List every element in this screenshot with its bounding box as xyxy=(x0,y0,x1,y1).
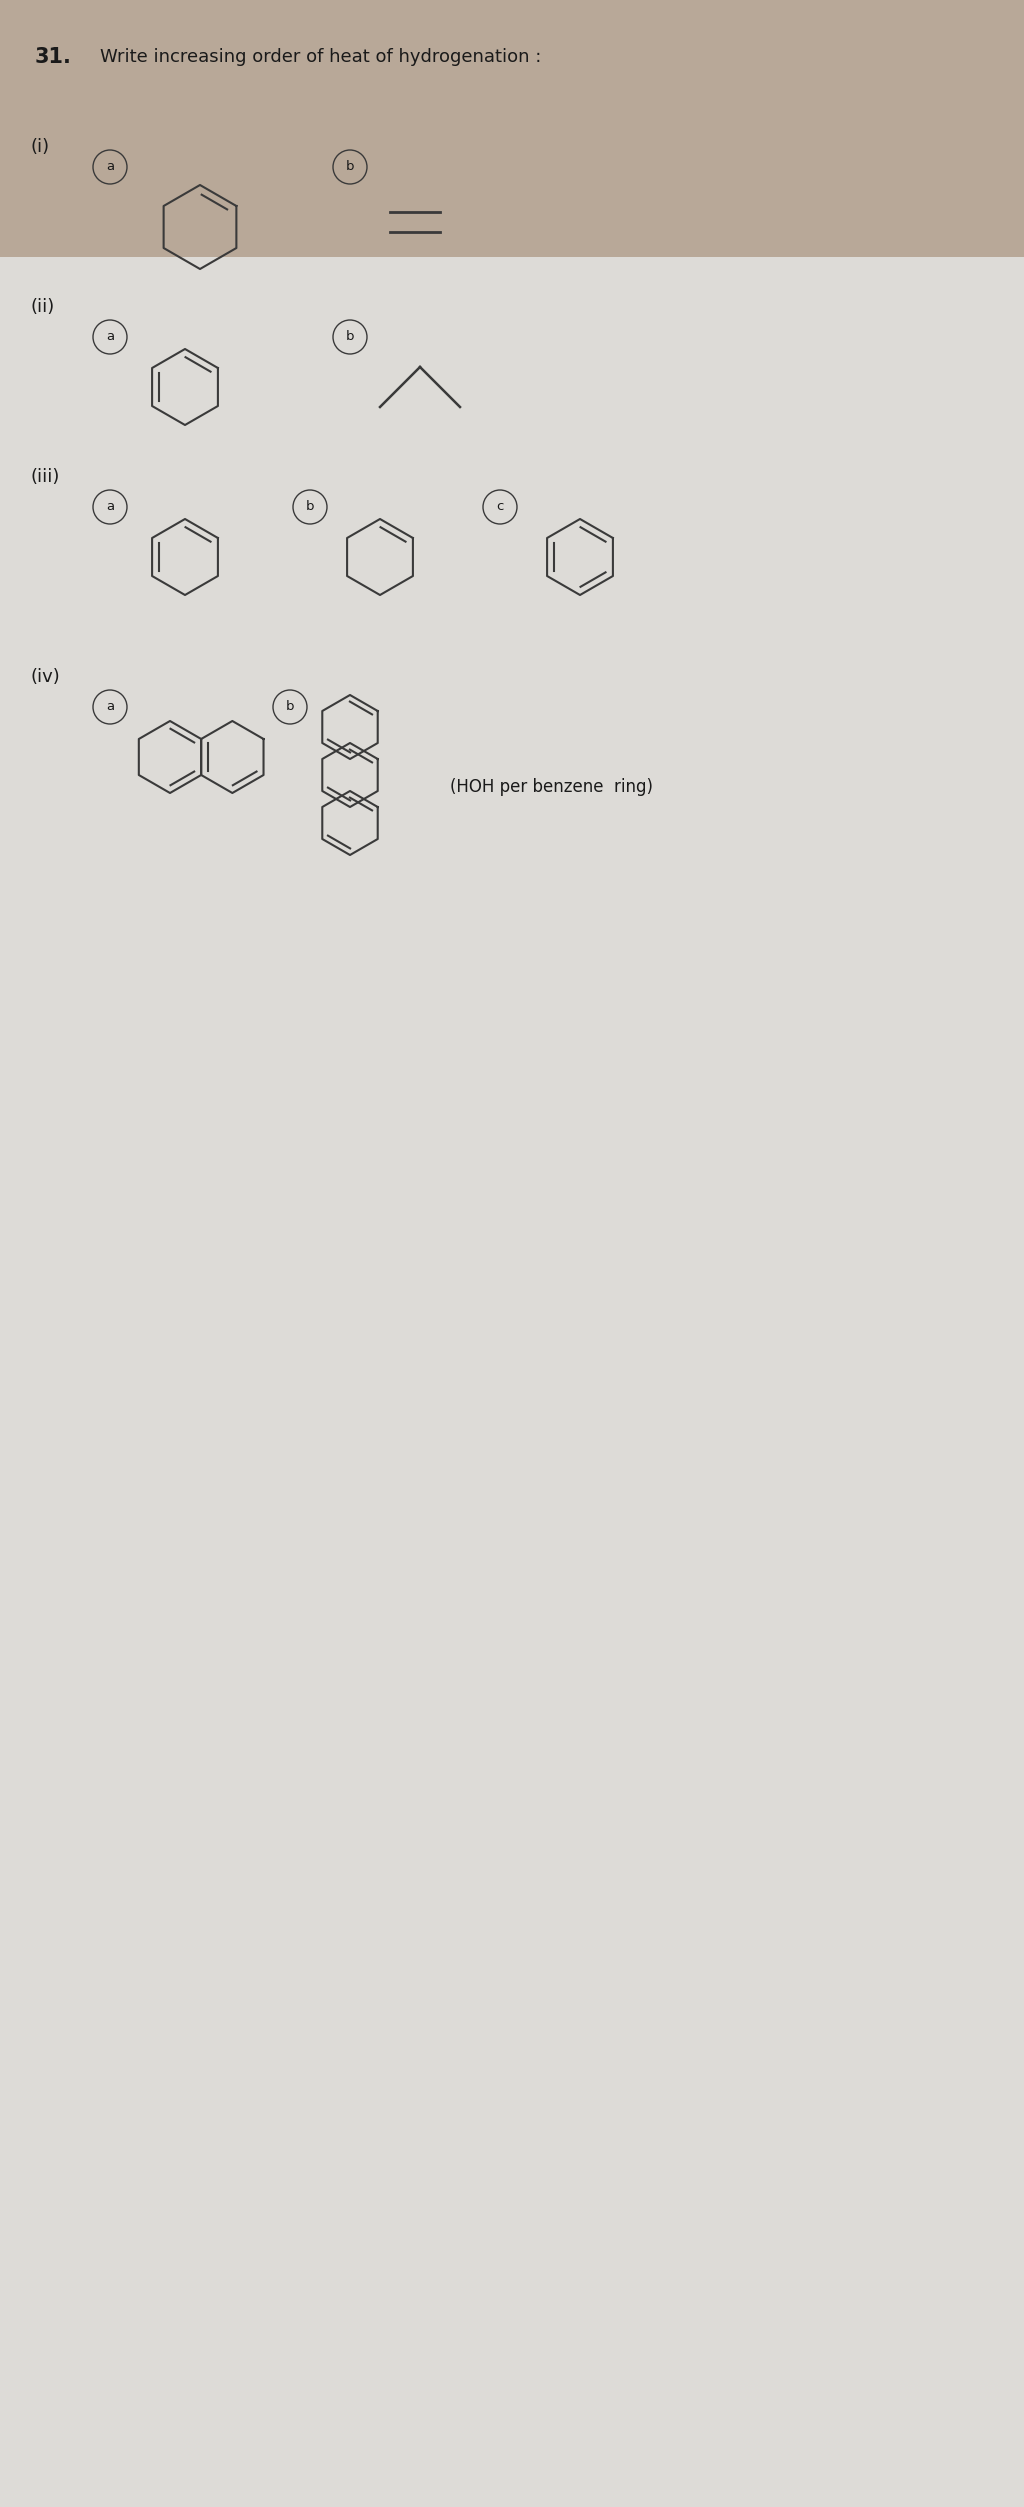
Text: (i): (i) xyxy=(30,138,49,155)
Text: (iv): (iv) xyxy=(30,667,59,687)
Text: c: c xyxy=(497,501,504,514)
FancyBboxPatch shape xyxy=(0,0,1024,258)
Text: (ii): (ii) xyxy=(30,298,54,316)
Text: (HOH per benzene  ring): (HOH per benzene ring) xyxy=(450,777,653,797)
Text: a: a xyxy=(105,501,114,514)
Text: (iii): (iii) xyxy=(30,469,59,486)
Text: a: a xyxy=(105,160,114,173)
Text: b: b xyxy=(306,501,314,514)
Text: b: b xyxy=(346,331,354,343)
Text: b: b xyxy=(286,699,294,714)
Text: Write increasing order of heat of hydrogenation :: Write increasing order of heat of hydrog… xyxy=(100,48,542,65)
Text: a: a xyxy=(105,331,114,343)
Text: 31.: 31. xyxy=(35,48,72,68)
Text: a: a xyxy=(105,699,114,714)
FancyBboxPatch shape xyxy=(0,258,1024,2507)
Text: b: b xyxy=(346,160,354,173)
